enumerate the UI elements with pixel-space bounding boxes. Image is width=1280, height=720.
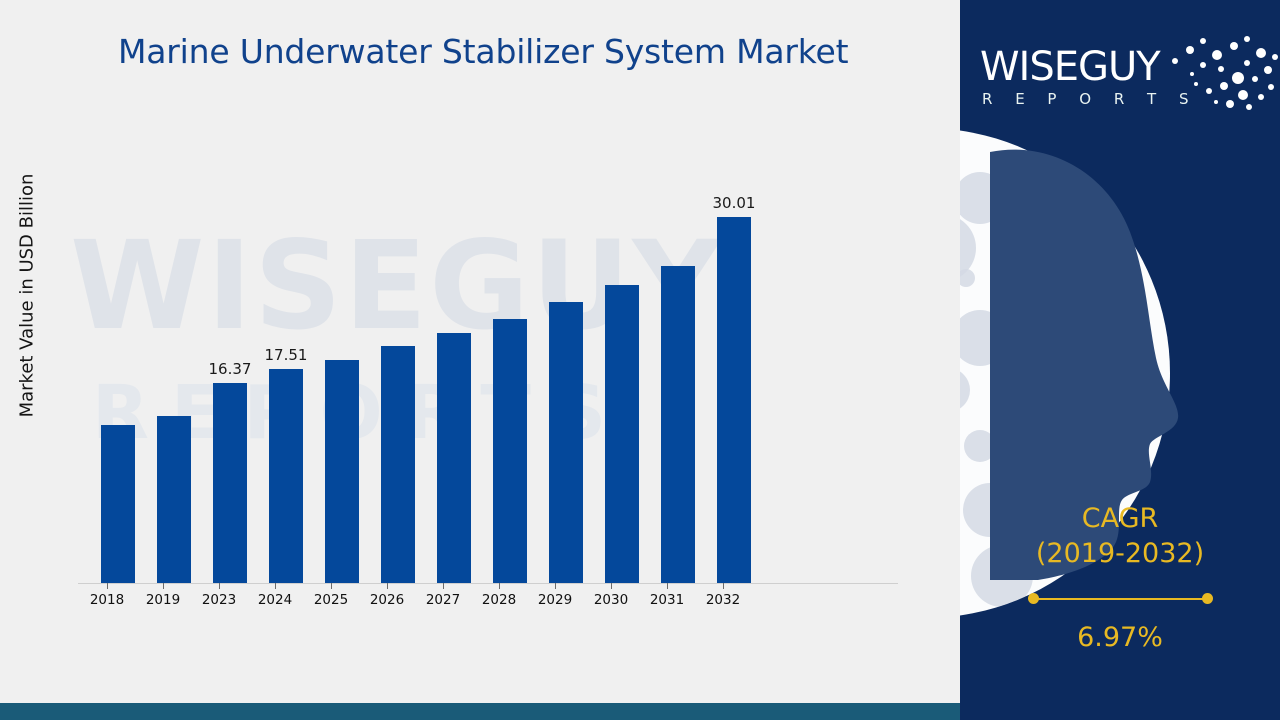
x-axis-tick — [499, 583, 500, 589]
x-axis-label: 2024 — [257, 592, 293, 608]
bar-group — [538, 180, 594, 583]
y-axis-label: Market Value in USD Billion — [16, 173, 38, 418]
x-axis-tick — [331, 583, 332, 589]
bar-value-label: 17.51 — [264, 346, 308, 365]
x-axis-label: 2018 — [89, 592, 125, 608]
logo-dot — [1186, 46, 1194, 54]
x-axis-label: 2031 — [649, 592, 685, 608]
bar-group: 16.37 — [202, 180, 258, 583]
x-axis-tick — [219, 583, 220, 589]
logo-dot — [1220, 82, 1228, 90]
bar — [605, 285, 639, 583]
logo-dot — [1226, 100, 1234, 108]
logo-dot — [1206, 88, 1212, 94]
logo-dot — [1200, 38, 1206, 44]
cagr-label: CAGR — [1081, 503, 1159, 534]
cagr-divider — [1027, 593, 1213, 605]
head-profile-icon — [990, 149, 1179, 580]
x-axis-label: 2030 — [593, 592, 629, 608]
x-axis-tick — [275, 583, 276, 589]
cagr-block: CAGR (2019-2032) 6.97% — [960, 502, 1280, 653]
bar — [101, 424, 135, 583]
bar — [381, 346, 415, 583]
x-axis-tick — [387, 583, 388, 589]
logo-secondary-text: R E P O R T S — [982, 90, 1198, 108]
logo-dot — [1218, 66, 1224, 72]
x-axis-line — [78, 583, 898, 584]
bar — [213, 383, 247, 583]
x-axis-label: 2028 — [481, 592, 517, 608]
x-axis-label: 2019 — [145, 592, 181, 608]
bar — [717, 216, 751, 583]
bar — [661, 265, 695, 583]
x-axis-tick — [723, 583, 724, 589]
decorative-dot — [960, 368, 970, 412]
bar — [269, 369, 303, 583]
x-axis-tick — [107, 583, 108, 589]
bar-value-label: 16.37 — [208, 360, 252, 379]
logo-dot — [1230, 42, 1238, 50]
logo-dot — [1190, 72, 1194, 76]
x-axis-label: 2027 — [425, 592, 461, 608]
decorative-dot — [960, 269, 975, 287]
bar-series: 16.37 17.51 30.01 — [78, 180, 898, 583]
bar — [493, 319, 527, 583]
logo-dot — [1232, 72, 1244, 84]
x-axis-tick — [443, 583, 444, 589]
x-axis-tick — [555, 583, 556, 589]
bar-group — [90, 180, 146, 583]
brand-panel: WISEGUY R E P O R T S CAGR (2019-2032) 6… — [960, 0, 1280, 720]
logo-primary-text: WISEGUY — [980, 44, 1161, 90]
bar-group: 30.01 — [706, 180, 762, 583]
x-axis-label: 2023 — [201, 592, 237, 608]
logo-dot — [1238, 90, 1248, 100]
page-title: Marine Underwater Stabilizer System Mark… — [118, 32, 849, 71]
bar — [157, 415, 191, 583]
logo-dot — [1212, 50, 1222, 60]
x-axis-label: 2026 — [369, 592, 405, 608]
bar-group — [650, 180, 706, 583]
logo-dot — [1194, 82, 1198, 86]
bar-group — [482, 180, 538, 583]
cagr-value: 6.97% — [1077, 622, 1163, 654]
bar — [437, 332, 471, 583]
x-axis-tick — [163, 583, 164, 589]
cagr-period: (2019-2032) — [1035, 537, 1205, 569]
bar — [549, 302, 583, 583]
logo-dot — [1244, 36, 1250, 42]
logo-dot — [1272, 54, 1278, 60]
chart-panel: WISEGUY REPORTS Marine Underwater Stabil… — [0, 32, 960, 720]
bar-group — [370, 180, 426, 583]
x-axis-label: 2025 — [313, 592, 349, 608]
logo-dot — [1252, 76, 1258, 82]
bar-group — [146, 180, 202, 583]
logo-dot — [1258, 94, 1264, 100]
logo-dot — [1244, 60, 1250, 66]
logo-dot — [1246, 104, 1252, 110]
x-axis-label: 2032 — [705, 592, 741, 608]
logo-dot — [1214, 100, 1218, 104]
bar-group: 17.51 — [258, 180, 314, 583]
logo-dot — [1268, 84, 1274, 90]
bar-value-label: 30.01 — [712, 193, 756, 212]
bar-group — [426, 180, 482, 583]
bar — [325, 359, 359, 583]
bar-group — [314, 180, 370, 583]
logo-dot — [1256, 48, 1266, 58]
x-axis-tick — [667, 583, 668, 589]
bar-group — [594, 180, 650, 583]
x-axis-label: 2029 — [537, 592, 573, 608]
x-axis-tick — [611, 583, 612, 589]
logo-dot — [1264, 66, 1272, 74]
logo-dot — [1200, 62, 1206, 68]
logo: WISEGUY R E P O R T S — [974, 28, 1278, 114]
logo-dot-cluster-icon — [1160, 32, 1280, 116]
footer-strip — [0, 703, 960, 720]
logo-dot — [1172, 58, 1178, 64]
